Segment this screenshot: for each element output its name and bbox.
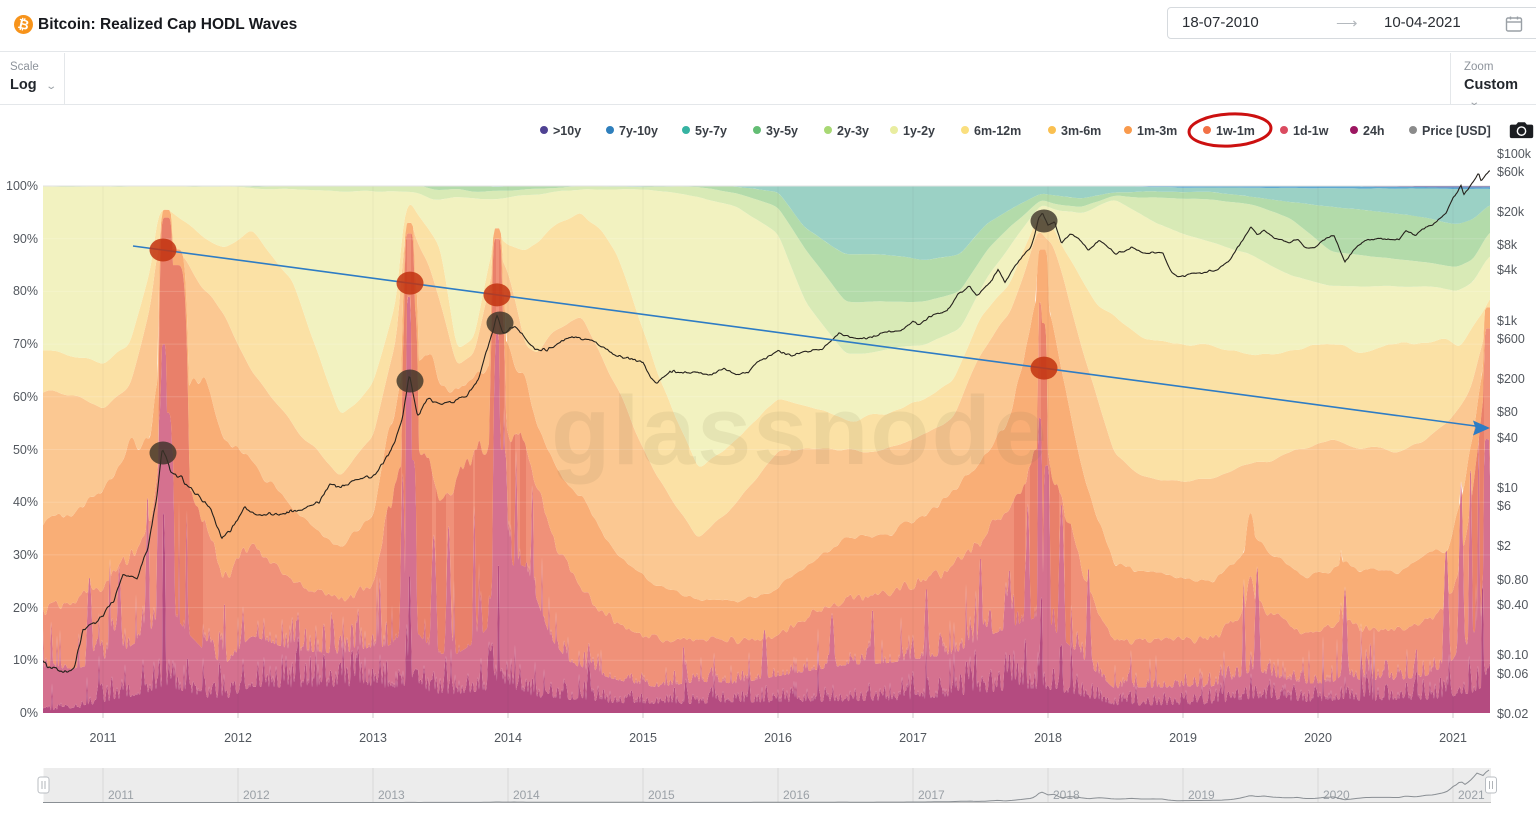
svg-text:10%: 10%	[13, 653, 38, 667]
svg-text:2013: 2013	[359, 731, 387, 745]
svg-text:0%: 0%	[20, 706, 38, 720]
svg-text:$80: $80	[1497, 405, 1518, 419]
svg-text:$1k: $1k	[1497, 314, 1518, 328]
svg-text:$60k: $60k	[1497, 165, 1525, 179]
svg-text:30%: 30%	[13, 548, 38, 562]
svg-text:2020: 2020	[1304, 731, 1332, 745]
svg-text:2017: 2017	[899, 731, 927, 745]
svg-text:2015: 2015	[648, 788, 675, 802]
svg-text:2020: 2020	[1323, 788, 1350, 802]
svg-text:2015: 2015	[629, 731, 657, 745]
svg-text:80%: 80%	[13, 284, 38, 298]
svg-text:60%: 60%	[13, 390, 38, 404]
svg-text:2019: 2019	[1169, 731, 1197, 745]
svg-text:2011: 2011	[108, 788, 134, 802]
svg-text:40%: 40%	[13, 495, 38, 509]
svg-text:2014: 2014	[513, 788, 540, 802]
svg-text:2016: 2016	[764, 731, 792, 745]
svg-text:2017: 2017	[918, 788, 945, 802]
svg-text:$20k: $20k	[1497, 205, 1525, 219]
svg-text:2012: 2012	[243, 788, 270, 802]
svg-text:$100k: $100k	[1497, 147, 1532, 161]
svg-text:$0.02: $0.02	[1497, 707, 1528, 721]
svg-text:$4k: $4k	[1497, 263, 1518, 277]
svg-text:100%: 100%	[6, 179, 38, 193]
svg-text:$8k: $8k	[1497, 238, 1518, 252]
svg-text:$40: $40	[1497, 431, 1518, 445]
svg-text:90%: 90%	[13, 232, 38, 246]
svg-text:$0.10: $0.10	[1497, 648, 1528, 662]
svg-text:glassnode: glassnode	[551, 376, 1049, 485]
svg-text:2021: 2021	[1458, 788, 1485, 802]
svg-text:2016: 2016	[783, 788, 810, 802]
svg-text:50%: 50%	[13, 443, 38, 457]
svg-text:2021: 2021	[1439, 731, 1467, 745]
svg-text:$10: $10	[1497, 481, 1518, 495]
svg-text:2018: 2018	[1034, 731, 1062, 745]
svg-text:2011: 2011	[90, 731, 117, 745]
svg-text:2014: 2014	[494, 731, 522, 745]
svg-text:$6: $6	[1497, 499, 1511, 513]
svg-text:$200: $200	[1497, 372, 1525, 386]
svg-text:70%: 70%	[13, 337, 38, 351]
svg-text:$0.40: $0.40	[1497, 598, 1528, 612]
svg-text:2013: 2013	[378, 788, 405, 802]
svg-text:$2: $2	[1497, 539, 1511, 553]
svg-text:2019: 2019	[1188, 788, 1215, 802]
svg-text:$600: $600	[1497, 332, 1525, 346]
svg-text:$0.80: $0.80	[1497, 573, 1528, 587]
svg-text:2018: 2018	[1053, 788, 1080, 802]
svg-text:$0.06: $0.06	[1497, 667, 1528, 681]
svg-text:2012: 2012	[224, 731, 252, 745]
svg-text:20%: 20%	[13, 601, 38, 615]
